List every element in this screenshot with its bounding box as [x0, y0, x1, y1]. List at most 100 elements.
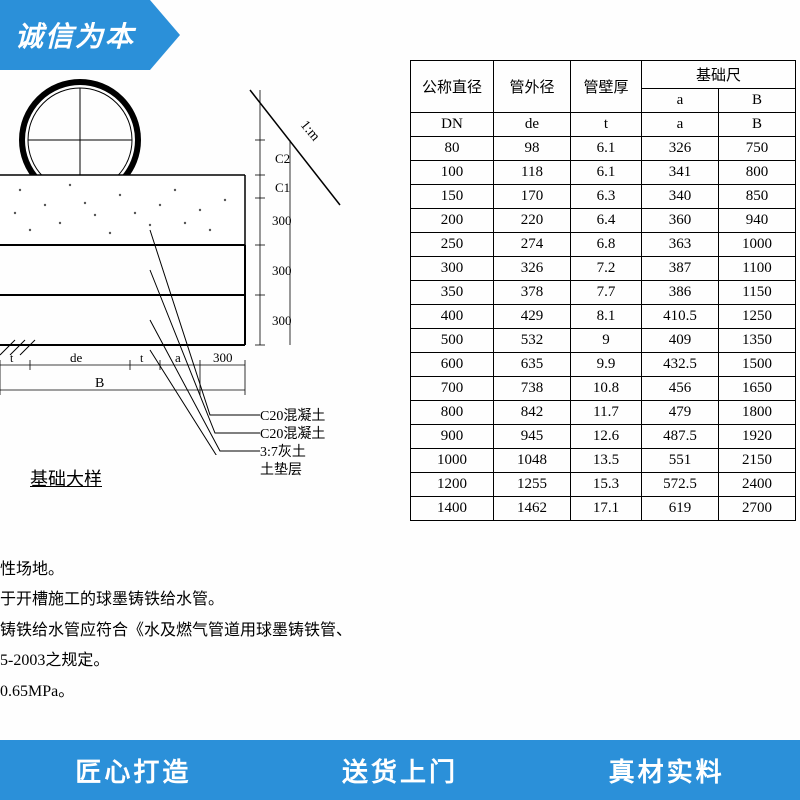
bottom-bar: 匠心打造 送货上门 真材实料	[0, 740, 800, 800]
table-cell: 800	[411, 401, 494, 425]
table-row: 1200125515.3572.52400	[411, 473, 796, 497]
table-cell: 940	[719, 209, 796, 233]
dim-t1: t	[10, 351, 14, 365]
table-cell: 479	[642, 401, 719, 425]
table-cell: 363	[642, 233, 719, 257]
table-header-row: 公称直径 管外径 管壁厚 基础尺	[411, 61, 796, 89]
table-cell: 150	[411, 185, 494, 209]
table-cell: 1200	[411, 473, 494, 497]
table-cell: 11.7	[571, 401, 642, 425]
dim-t2: t	[140, 351, 144, 365]
table-cell: 15.3	[571, 473, 642, 497]
table-row: 70073810.84561650	[411, 377, 796, 401]
table-row: 2002206.4360940	[411, 209, 796, 233]
table-cell: 98	[494, 137, 571, 161]
table-cell: 6.1	[571, 161, 642, 185]
table-cell: 551	[642, 449, 719, 473]
table-cell: 1255	[494, 473, 571, 497]
slope-label: 1:m	[297, 118, 323, 144]
table-row: 90094512.6487.51920	[411, 425, 796, 449]
table-cell: 326	[642, 137, 719, 161]
table-cell: 1800	[719, 401, 796, 425]
table-cell: 700	[411, 377, 494, 401]
table-cell: 2400	[719, 473, 796, 497]
table-cell: 10.8	[571, 377, 642, 401]
note-line: 于开槽施工的球墨铸铁给水管。	[0, 585, 352, 615]
table-row: 6006359.9432.51500	[411, 353, 796, 377]
dim-c2: C2	[275, 151, 290, 166]
table-cell: 1500	[719, 353, 796, 377]
sub-a: a	[642, 113, 719, 137]
table-cell: 487.5	[642, 425, 719, 449]
table-cell: 341	[642, 161, 719, 185]
dim-B: B	[95, 376, 104, 391]
table-cell: 2700	[719, 497, 796, 521]
table-cell: 170	[494, 185, 571, 209]
note-line: 5-2003之规定。	[0, 646, 352, 676]
table-cell: 1250	[719, 305, 796, 329]
table-cell: 750	[719, 137, 796, 161]
diagram-svg: 1:m	[0, 55, 405, 455]
table-cell: 360	[642, 209, 719, 233]
table-cell: 200	[411, 209, 494, 233]
leader-4: 土垫层	[260, 459, 302, 479]
table-cell: 6.4	[571, 209, 642, 233]
table-cell: 1400	[411, 497, 494, 521]
table-cell: 1000	[719, 233, 796, 257]
leader-1: C20混凝土	[260, 405, 325, 425]
table-row: 1501706.3340850	[411, 185, 796, 209]
table-row: 3503787.73861150	[411, 281, 796, 305]
dimensions-table: 公称直径 管外径 管壁厚 基础尺 a B DN de t a B 80986.1…	[410, 60, 796, 521]
dim-300c2: 300	[213, 350, 233, 365]
table-cell: 6.3	[571, 185, 642, 209]
table-cell: 850	[719, 185, 796, 209]
table-cell: 350	[411, 281, 494, 305]
dim-300a: 300	[272, 213, 292, 228]
table-cell: 900	[411, 425, 494, 449]
table-cell: 8.1	[571, 305, 642, 329]
table-row: 1400146217.16192700	[411, 497, 796, 521]
table-cell: 456	[642, 377, 719, 401]
note-line: 铸铁给水管应符合《水及燃气管道用球墨铸铁管、	[0, 616, 352, 646]
table-row: 1001186.1341800	[411, 161, 796, 185]
table-body: 80986.13267501001186.13418001501706.3340…	[411, 137, 796, 521]
table-cell: 400	[411, 305, 494, 329]
table-cell: 118	[494, 161, 571, 185]
table-cell: 386	[642, 281, 719, 305]
note-line: 0.65MPa。	[0, 677, 352, 707]
table-row: 1000104813.55512150	[411, 449, 796, 473]
table-cell: 945	[494, 425, 571, 449]
table-row: 3003267.23871100	[411, 257, 796, 281]
table-cell: 250	[411, 233, 494, 257]
table-cell: 100	[411, 161, 494, 185]
badge-text: 诚信为本	[15, 15, 135, 55]
table-row: 2502746.83631000	[411, 233, 796, 257]
table-cell: 17.1	[571, 497, 642, 521]
table-cell: 12.6	[571, 425, 642, 449]
table-cell: 572.5	[642, 473, 719, 497]
dim-300b: 300	[272, 263, 292, 278]
bar-item: 匠心打造	[75, 752, 191, 789]
table-cell: 738	[494, 377, 571, 401]
table-unit-row: DN de t a B	[411, 113, 796, 137]
table-cell: 274	[494, 233, 571, 257]
table-cell: 1048	[494, 449, 571, 473]
table-cell: 13.5	[571, 449, 642, 473]
table-cell: 410.5	[642, 305, 719, 329]
table-cell: 800	[719, 161, 796, 185]
table-cell: 6.1	[571, 137, 642, 161]
table-cell: 2150	[719, 449, 796, 473]
table-cell: 387	[642, 257, 719, 281]
leader-3: 3:7灰土	[260, 441, 306, 461]
table-cell: 300	[411, 257, 494, 281]
note-line: 性场地。	[0, 555, 352, 585]
sub-t: t	[571, 113, 642, 137]
dim-a: a	[175, 350, 181, 365]
table-cell: 432.5	[642, 353, 719, 377]
table-cell: 619	[642, 497, 719, 521]
sub-de: de	[494, 113, 571, 137]
sub-dn: DN	[411, 113, 494, 137]
leader-2: C20混凝土	[260, 423, 325, 443]
table-cell: 220	[494, 209, 571, 233]
table-cell: 1350	[719, 329, 796, 353]
